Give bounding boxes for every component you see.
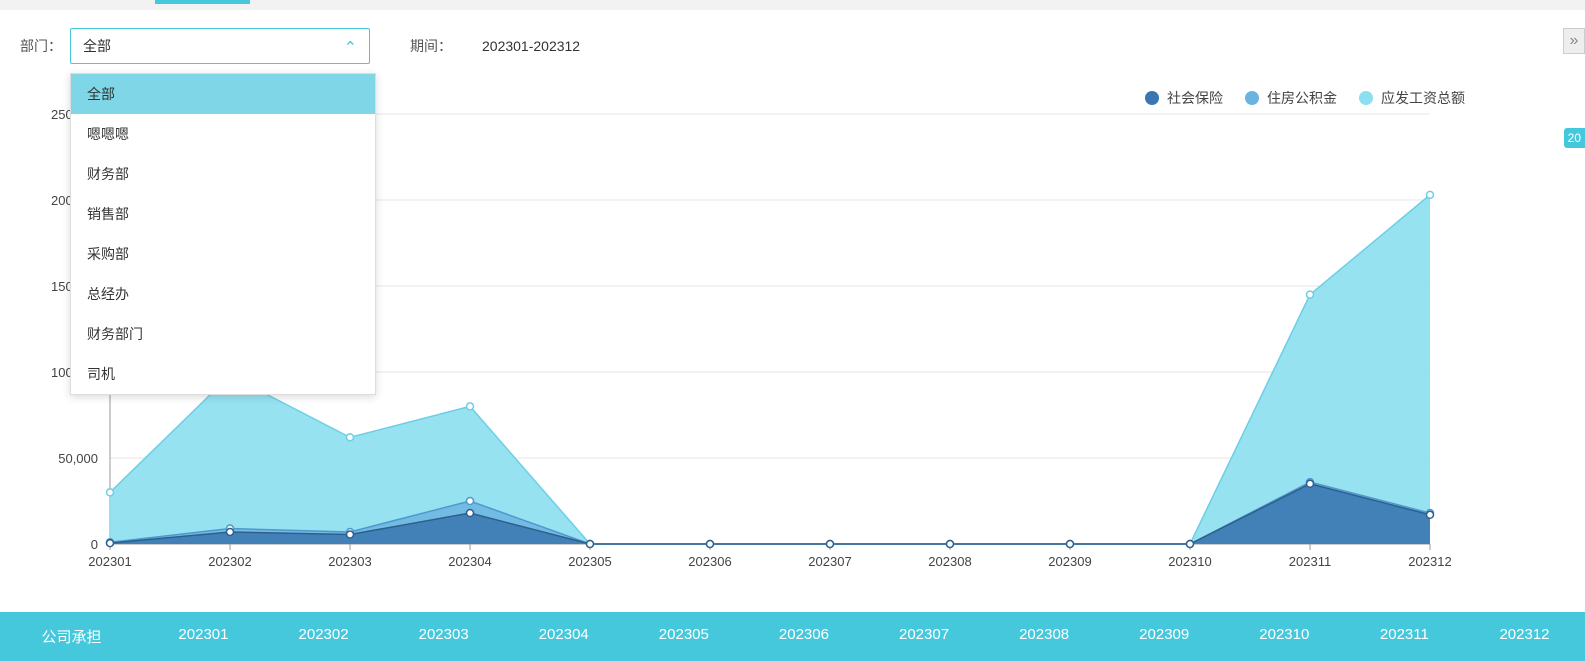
period-value: 202301-202312: [482, 38, 580, 54]
svg-text:202304: 202304: [448, 554, 491, 569]
collapse-handle[interactable]: »: [1563, 28, 1585, 54]
legend-swatch: [1145, 91, 1159, 105]
legend-swatch: [1359, 91, 1373, 105]
top-strip: [0, 0, 1585, 10]
dept-select-value: 全部: [83, 36, 111, 56]
svg-text:0: 0: [91, 537, 98, 552]
table-header-first: 公司承担: [0, 612, 144, 661]
dept-dropdown: 全部嗯嗯嗯财务部销售部采购部总经办财务部门司机: [70, 73, 376, 395]
dept-label: 部门：: [10, 36, 70, 56]
dept-option[interactable]: 销售部: [71, 194, 375, 234]
chart-legend: 社会保险 住房公积金 应发工资总额: [1145, 88, 1465, 108]
table-header-cell: 202308: [985, 612, 1105, 661]
dept-option[interactable]: 采购部: [71, 234, 375, 274]
table-header-cell: 202311: [1345, 612, 1465, 661]
svg-text:202307: 202307: [808, 554, 851, 569]
legend-label: 应发工资总额: [1381, 88, 1465, 108]
dept-dropdown-list[interactable]: 全部嗯嗯嗯财务部销售部采购部总经办财务部门司机: [71, 74, 375, 394]
period-label: 期间：: [410, 36, 452, 56]
dept-option[interactable]: 司机: [71, 354, 375, 394]
legend-label: 社会保险: [1167, 88, 1223, 108]
table-header-cell: 202310: [1225, 612, 1345, 661]
legend-item[interactable]: 社会保险: [1145, 88, 1223, 108]
dept-option[interactable]: 嗯嗯嗯: [71, 114, 375, 154]
dept-option[interactable]: 总经办: [71, 274, 375, 314]
svg-text:202312: 202312: [1408, 554, 1451, 569]
table-header-cell: 202302: [264, 612, 384, 661]
legend-item[interactable]: 住房公积金: [1245, 88, 1337, 108]
svg-text:202311: 202311: [1289, 554, 1331, 569]
svg-text:202305: 202305: [568, 554, 611, 569]
table-header-cell: 202301: [144, 612, 264, 661]
table-header-cell: 202312: [1465, 612, 1585, 661]
svg-text:202309: 202309: [1048, 554, 1091, 569]
filter-bar: 部门： 全部 ⌄ 期间： 202301-202312 全部嗯嗯嗯财务部销售部采购…: [0, 10, 1585, 64]
table-header-cell: 202304: [504, 612, 624, 661]
svg-text:202306: 202306: [688, 554, 731, 569]
chevron-up-icon: ⌄: [344, 36, 357, 56]
table-header-cell: 202307: [864, 612, 984, 661]
table-header-row: 公司承担202301202302202303202304202305202306…: [0, 612, 1585, 661]
active-tab-accent: [155, 0, 250, 4]
svg-text:202310: 202310: [1168, 554, 1211, 569]
dept-select[interactable]: 全部 ⌄: [70, 28, 370, 64]
table-header-cell: 202303: [384, 612, 504, 661]
legend-label: 住房公积金: [1267, 88, 1337, 108]
svg-text:202302: 202302: [208, 554, 251, 569]
dept-option[interactable]: 全部: [71, 74, 375, 114]
svg-text:202301: 202301: [88, 554, 131, 569]
svg-text:202303: 202303: [328, 554, 371, 569]
table-header-cell: 202306: [744, 612, 864, 661]
svg-text:50,000: 50,000: [58, 451, 98, 466]
dept-option[interactable]: 财务部: [71, 154, 375, 194]
side-tag[interactable]: 20: [1564, 128, 1585, 148]
legend-swatch: [1245, 91, 1259, 105]
legend-item[interactable]: 应发工资总额: [1359, 88, 1465, 108]
chevron-right-icon: »: [1570, 32, 1579, 50]
table-header-cell: 202309: [1105, 612, 1225, 661]
svg-text:202308: 202308: [928, 554, 971, 569]
dept-option[interactable]: 财务部门: [71, 314, 375, 354]
table-header-cell: 202305: [624, 612, 744, 661]
